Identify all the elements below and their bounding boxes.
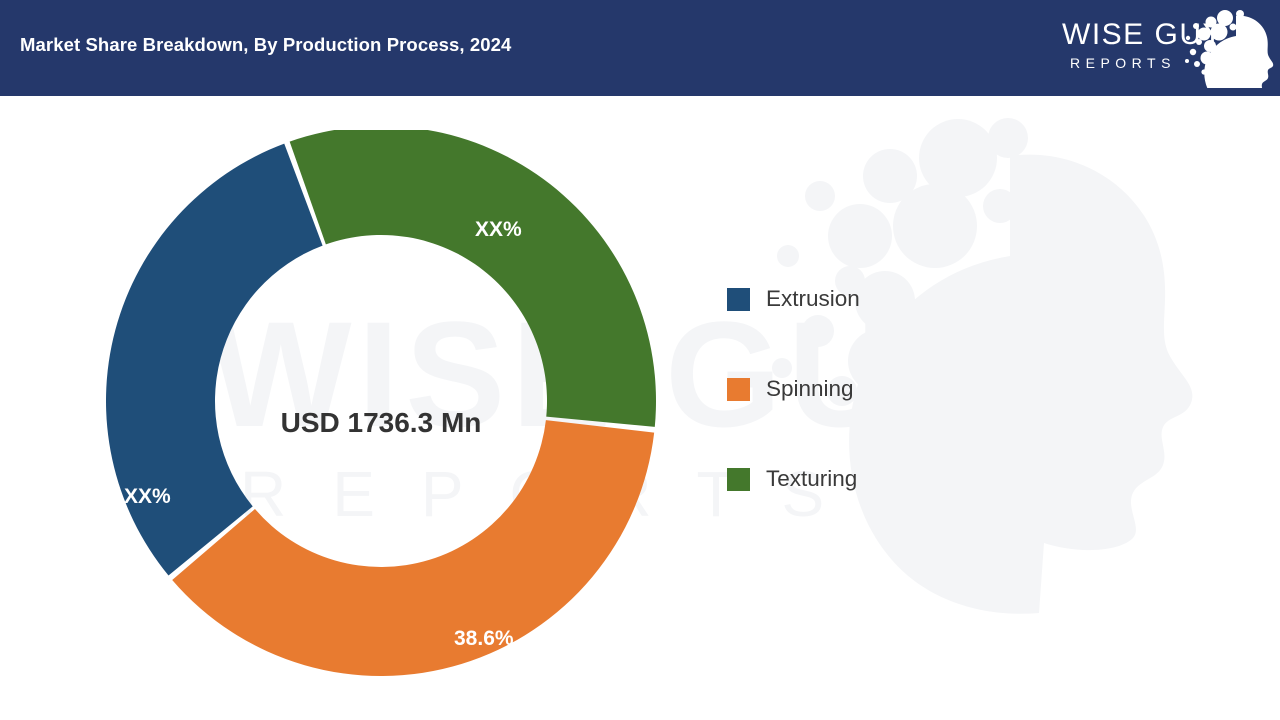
slice-label-texturing: XX%	[475, 218, 522, 241]
legend-swatch-extrusion	[727, 287, 750, 311]
legend-item-extrusion[interactable]: Extrusion	[727, 254, 1057, 344]
donut-slice-texturing[interactable]	[289, 126, 656, 427]
legend-label-extrusion: Extrusion	[766, 286, 860, 311]
legend-swatch-texturing	[727, 467, 750, 491]
logo-head-icon	[1185, 10, 1274, 109]
donut-chart: XX% 38.6% XX% USD 1736.3 Mn	[105, 126, 656, 680]
donut-center-value: USD 1736.3 Mn	[280, 407, 482, 438]
legend-item-spinning[interactable]: Spinning	[727, 344, 1057, 434]
wise-guy-reports-logo: WISE GUY REPORTS	[1060, 6, 1276, 109]
slice-label-extrusion: XX%	[124, 485, 171, 508]
donut-slice-extrusion[interactable]	[105, 143, 323, 576]
svg-text:REPORTS: REPORTS	[1070, 55, 1176, 71]
legend-item-texturing[interactable]: Texturing	[727, 434, 1057, 524]
legend-label-texturing: Texturing	[766, 466, 858, 491]
chart-legend: Extrusion Spinning Texturing	[727, 254, 1057, 524]
chart-body: WISE GUY REPORTS	[0, 96, 1280, 720]
legend-swatch-spinning	[727, 377, 750, 401]
slice-label-spinning: 38.6%	[454, 627, 514, 650]
legend-label-spinning: Spinning	[766, 376, 854, 401]
donut-chart-svg	[105, 126, 656, 676]
donut-slice-spinning[interactable]	[172, 420, 655, 676]
page-title: Market Share Breakdown, By Production Pr…	[20, 34, 512, 55]
page-header: Market Share Breakdown, By Production Pr…	[0, 0, 1280, 109]
